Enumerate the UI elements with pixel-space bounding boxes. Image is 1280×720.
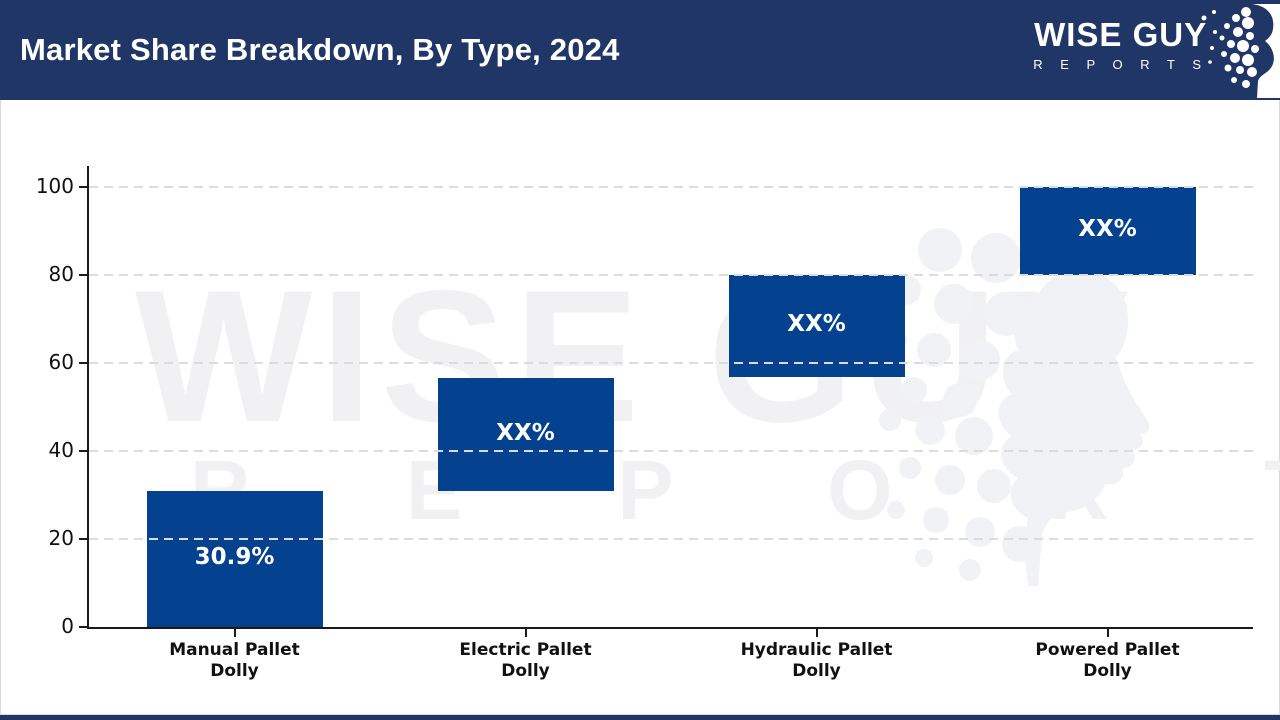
bar-value-label: 30.9%	[194, 544, 275, 571]
y-tick-mark	[79, 362, 88, 364]
y-tick-label: 60	[48, 350, 74, 374]
header: Market Share Breakdown, By Type, 2024 WI…	[0, 0, 1280, 100]
gridline-80	[89, 274, 1258, 276]
brand-tagline: R E P O R T S	[1033, 57, 1208, 72]
y-tick-label: 40	[48, 438, 74, 462]
y-tick-mark	[79, 450, 88, 452]
bar-2	[437, 377, 614, 492]
bar-1	[146, 491, 323, 627]
bar-value-label: XX%	[787, 311, 846, 338]
brand-name: WISE GUY	[1034, 16, 1208, 53]
x-category-label: Manual Pallet Dolly	[169, 640, 300, 682]
y-tick-mark	[79, 186, 88, 188]
y-tick-label: 20	[48, 526, 74, 550]
footer-strip	[0, 715, 1280, 720]
x-tick-mark	[1106, 629, 1109, 637]
y-axis	[87, 166, 89, 629]
x-category-label: Powered Pallet Dolly	[1035, 640, 1180, 682]
gridline-40	[89, 450, 1258, 452]
bar-3	[728, 275, 905, 378]
x-category-label: Hydraulic Pallet Dolly	[740, 640, 893, 682]
x-category-label: Electric Pallet Dolly	[459, 640, 592, 682]
x-tick-mark	[815, 629, 818, 637]
bar-value-label: XX%	[496, 419, 555, 446]
bar-value-label: XX%	[1078, 216, 1137, 242]
y-tick-label: 100	[35, 174, 74, 198]
x-tick-mark	[233, 629, 236, 637]
watermark-head-dots	[879, 228, 1150, 586]
gridline-60	[89, 362, 1258, 364]
brand-head-icon	[1201, 4, 1280, 98]
y-tick-label: 80	[48, 262, 74, 286]
brand-logo: WISE GUY R E P O R T S	[1030, 0, 1280, 100]
y-tick-mark	[79, 538, 88, 540]
x-axis	[87, 627, 1253, 629]
x-tick-mark	[524, 629, 527, 637]
bar-4	[1019, 187, 1196, 275]
y-tick-mark	[79, 626, 88, 628]
gridline-100	[89, 186, 1258, 188]
page-title: Market Share Breakdown, By Type, 2024	[20, 32, 620, 67]
gridline-20	[89, 538, 1258, 540]
y-tick-mark	[79, 274, 88, 276]
y-tick-label: 0	[61, 614, 74, 638]
brand-logo-text: WISE GUY R E P O R T S	[1033, 16, 1208, 72]
